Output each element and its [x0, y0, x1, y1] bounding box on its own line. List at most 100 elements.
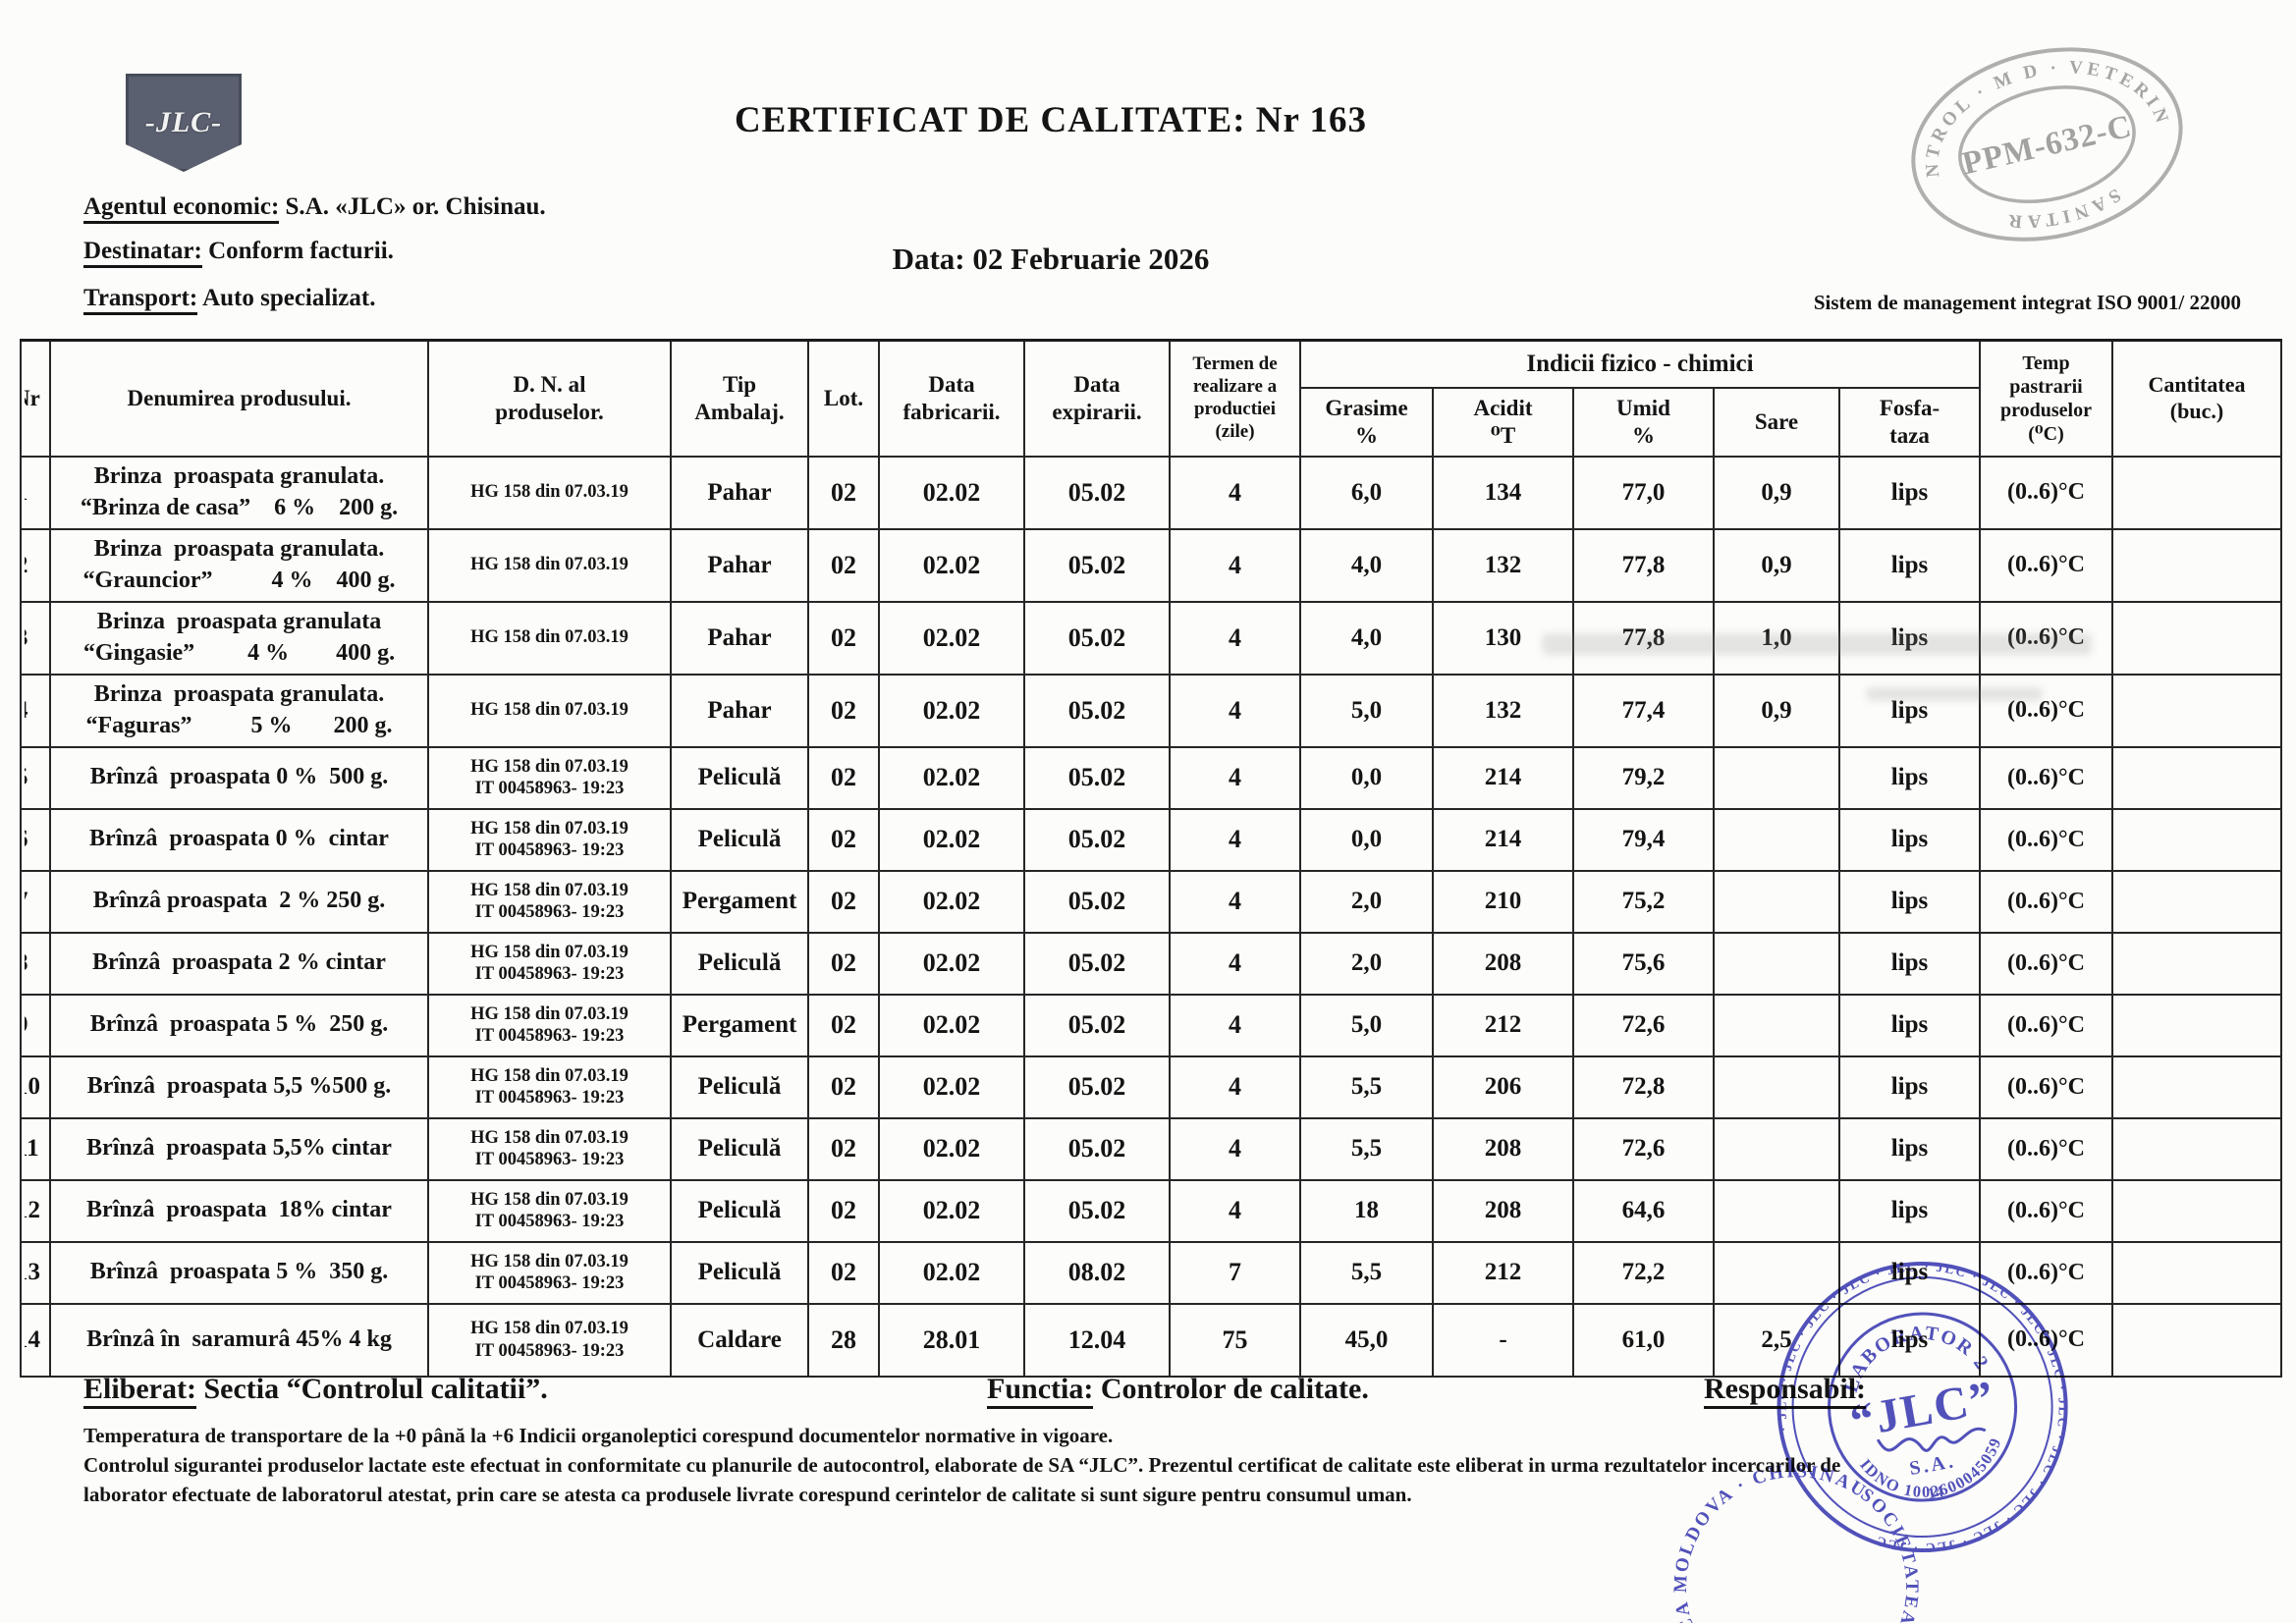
stamp-inner-ellipse	[1958, 85, 2136, 204]
cell-name: Brînzâ proaspata 5 % 250 g.	[49, 993, 429, 1057]
cell-sare	[1713, 931, 1840, 996]
cell-sare: 1,0	[1713, 600, 1840, 676]
cell-fosfataza: lips	[1838, 455, 1981, 530]
cell-termen: 4	[1169, 1116, 1301, 1181]
cell-name: Brînzâ în saramurâ 45% 4 kg	[49, 1302, 429, 1378]
cell-acidit: 208	[1432, 931, 1574, 996]
cell-exp: 05.02	[1023, 1178, 1171, 1243]
header-denumirea: Denumirea produsului.	[49, 339, 429, 458]
agent-economic-label: Agentul economic:	[83, 193, 280, 224]
cell-termen: 4	[1169, 993, 1301, 1057]
cell-acidit: 134	[1432, 455, 1574, 530]
cell-lot: 02	[807, 807, 880, 872]
cell-name: Brînzâ proaspata 2 % 250 g.	[49, 869, 429, 934]
cell-grasime: 5,0	[1299, 673, 1434, 748]
cell-dn: HG 158 din 07.03.19 IT 00458963- 19:23	[427, 745, 672, 810]
cell-name: Brînzâ proaspata 0 % cintar	[49, 807, 429, 872]
cell-tip: Pergament	[670, 993, 809, 1057]
cell-tip: Pahar	[670, 455, 809, 530]
cell-exp: 05.02	[1023, 455, 1171, 530]
cell-termen: 75	[1169, 1302, 1301, 1378]
scan-smudge	[1542, 633, 2092, 655]
header-data-expirarii: Data expirarii.	[1023, 339, 1171, 458]
cell-fosfataza: lips	[1838, 931, 1981, 996]
cell-tip: Peliculă	[670, 745, 809, 810]
cell-dn: HG 158 din 07.03.19 IT 00458963- 19:23	[427, 869, 672, 934]
table-row: 4 Brinza proaspata granulata.“Faguras” 5 …	[20, 673, 2282, 748]
cell-fosfataza: lips	[1838, 993, 1981, 1057]
cell-fab: 02.02	[878, 807, 1025, 872]
cell-cant	[2111, 807, 2282, 872]
cell-sare	[1713, 1055, 1840, 1119]
table-row: 9Brînzâ proaspata 5 % 250 g.HG 158 din 0…	[20, 993, 2282, 1057]
cell-cant	[2111, 745, 2282, 810]
cell-umid: 61,0	[1572, 1302, 1715, 1378]
cell-termen: 4	[1169, 455, 1301, 530]
cell-termen: 4	[1169, 673, 1301, 748]
cell-grasime: 0,0	[1299, 745, 1434, 810]
cell-lot: 02	[807, 1240, 880, 1305]
cell-umid: 72,8	[1572, 1055, 1715, 1119]
cell-nr: 7	[20, 869, 51, 934]
cell-exp: 05.02	[1023, 931, 1171, 996]
cell-dn: HG 158 din 07.03.19 IT 00458963- 19:23	[427, 1302, 672, 1378]
table-row: 2Brinza proaspata granulata.“Grauncior” …	[20, 527, 2282, 603]
cell-cant	[2111, 1302, 2282, 1378]
cell-umid: 77,4	[1572, 673, 1715, 748]
cell-lot: 02	[807, 931, 880, 996]
cell-name: Brinza proaspata granulata. “Faguras” 5 %…	[49, 673, 429, 748]
cell-temp: (0..6)°C	[1979, 807, 2113, 872]
cell-exp: 12.04	[1023, 1302, 1171, 1378]
cell-cant	[2111, 1116, 2282, 1181]
responsabil-line: Responsabil:	[1704, 1373, 1867, 1409]
cell-name: Brinza proaspata granulata. “Grauncior” 4…	[49, 527, 429, 603]
cell-lot: 02	[807, 993, 880, 1057]
cell-fosfataza: lips	[1838, 869, 1981, 934]
cell-termen: 4	[1169, 1055, 1301, 1119]
cell-cant	[2111, 1178, 2282, 1243]
cell-umid: 79,4	[1572, 807, 1715, 872]
header-tip-ambalaj: Tip Ambalaj.	[670, 339, 809, 458]
cell-fosfataza: lips	[1838, 673, 1981, 748]
table-row: 10Brînzâ proaspata 5,5 %500 g.HG 158 din…	[20, 1055, 2282, 1119]
cell-name: Brinza proaspata granulata. “Brinza de ca…	[49, 455, 429, 530]
cell-tip: Peliculă	[670, 807, 809, 872]
cell-sare: 0,9	[1713, 673, 1840, 748]
cell-lot: 02	[807, 745, 880, 810]
cell-acidit: 212	[1432, 1240, 1574, 1305]
header-indicii-group: Indicii fizico - chimici	[1299, 339, 1981, 389]
cell-grasime: 4,0	[1299, 527, 1434, 603]
svg-text:SANITAR: SANITAR	[1998, 183, 2127, 241]
cell-nr: 13	[20, 1240, 51, 1305]
cell-umid: 79,2	[1572, 745, 1715, 810]
cell-fosfataza: lips	[1838, 1055, 1981, 1119]
cell-temp: (0..6)°C	[1979, 1116, 2113, 1181]
cell-fosfataza: lips	[1838, 745, 1981, 810]
cell-lot: 28	[807, 1302, 880, 1378]
page-title: CERTIFICAT DE CALITATE: Nr 163	[734, 100, 1368, 140]
cell-termen: 4	[1169, 807, 1301, 872]
cell-grasime: 2,0	[1299, 931, 1434, 996]
cell-temp: (0..6)°C	[1979, 527, 2113, 603]
cell-temp: (0..6)°C	[1979, 869, 2113, 934]
table-row: 13Brînzâ proaspata 5 % 350 g.HG 158 din …	[20, 1240, 2282, 1305]
cell-tip: Peliculă	[670, 1178, 809, 1243]
header-dn: D. N. al produselor.	[427, 339, 672, 458]
cell-exp: 05.02	[1023, 600, 1171, 676]
table-row: 7Brînzâ proaspata 2 % 250 g.HG 158 din 0…	[20, 869, 2282, 934]
cell-dn: HG 158 din 07.03.19 IT 00458963- 19:23	[427, 1240, 672, 1305]
cell-dn: HG 158 din 07.03.19 IT 00458963- 19:23	[427, 1116, 672, 1181]
stamp-outer-circle	[1777, 1262, 2068, 1553]
cell-cant	[2111, 931, 2282, 996]
header-termen: Termen de realizare a productiei (zile)	[1169, 339, 1301, 458]
cell-fab: 02.02	[878, 931, 1025, 996]
date-line: Data: 02 Februarie 2026	[892, 242, 1210, 276]
cell-cant	[2111, 869, 2282, 934]
cell-termen: 4	[1169, 600, 1301, 676]
jlc-logo-text: -JLC-	[144, 106, 223, 138]
cell-sare: 2,5	[1713, 1302, 1840, 1378]
table-row: 1Brinza proaspata granulata.“Brinza de c…	[20, 455, 2282, 530]
transport-line: Transport: Auto specializat.	[83, 285, 375, 315]
cell-cant	[2111, 527, 2282, 603]
